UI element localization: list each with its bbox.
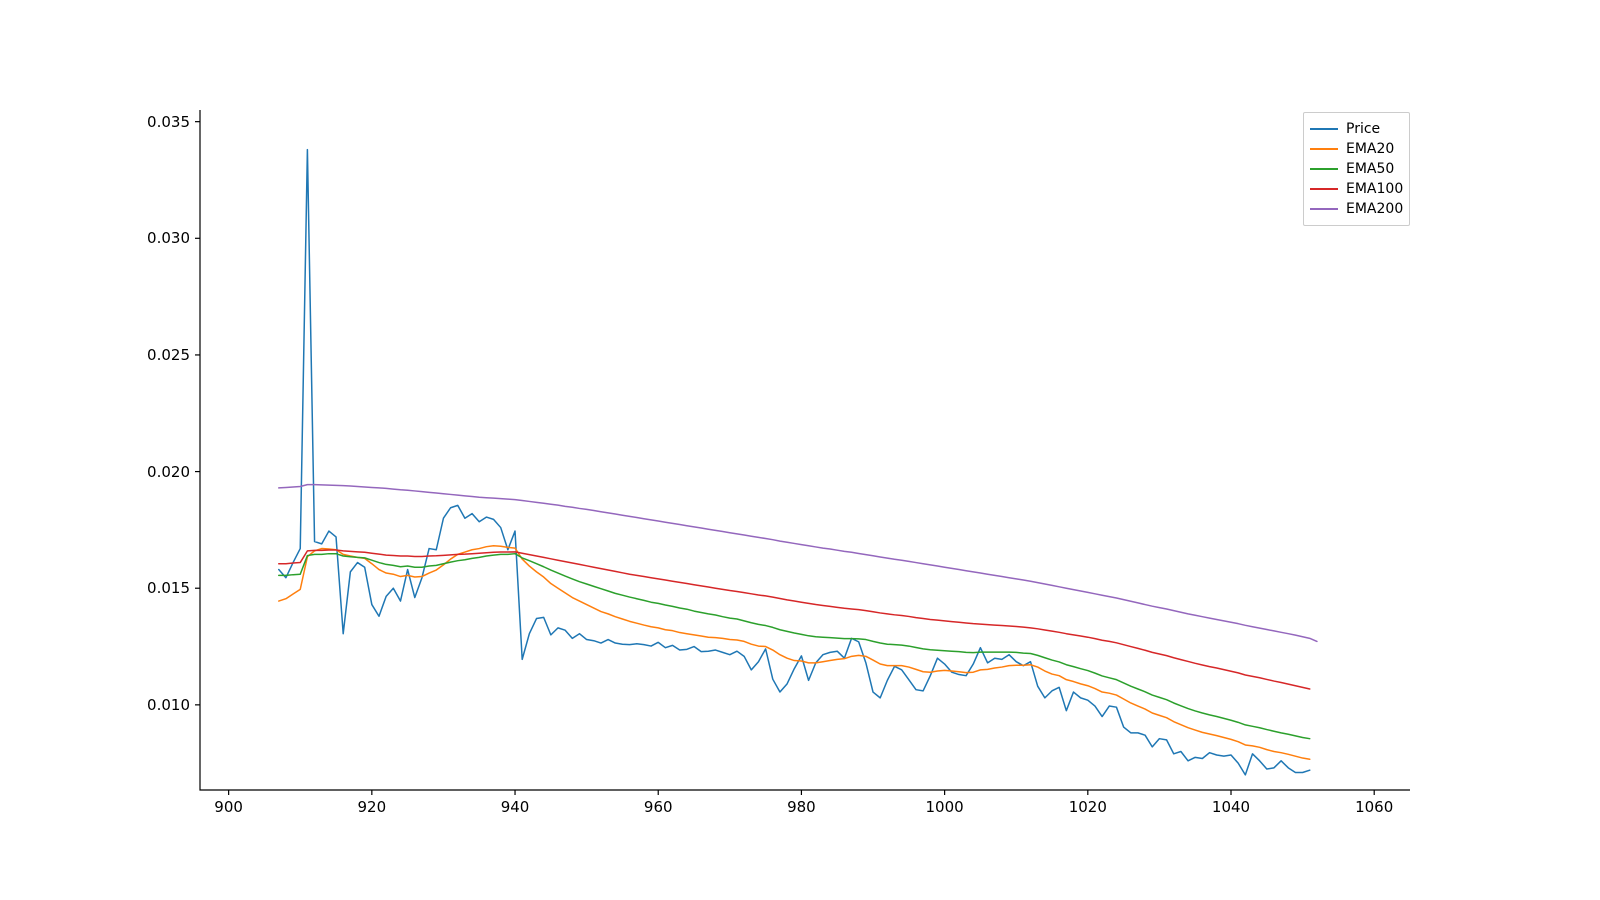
legend-item-ema50[interactable]: EMA50 xyxy=(1310,159,1401,179)
y-tick-label: 0.010 xyxy=(147,695,190,714)
y-axis-tick-labels: 0.010 0.015 0.020 0.025 0.030 0.035 xyxy=(110,110,190,790)
legend-item-ema20[interactable]: EMA20 xyxy=(1310,139,1401,159)
legend-label: Price xyxy=(1346,121,1381,137)
y-tick-label: 0.020 xyxy=(147,462,190,481)
x-tick-label: 1040 xyxy=(1211,798,1251,816)
x-tick-label: 980 xyxy=(787,798,816,816)
series-line-ema200 xyxy=(279,485,1317,642)
x-tick-label: 900 xyxy=(214,798,243,816)
legend-color-swatch xyxy=(1310,168,1338,170)
series-line-ema50 xyxy=(279,554,1310,739)
series-line-ema20 xyxy=(279,546,1310,759)
chart-legend: Price EMA20 EMA50 EMA100 EMA200 xyxy=(1303,112,1410,226)
x-tick-label: 1000 xyxy=(925,798,964,816)
legend-color-swatch xyxy=(1310,148,1338,150)
series-line-price xyxy=(279,150,1310,775)
plot-svg xyxy=(200,110,1410,790)
legend-color-swatch xyxy=(1310,188,1338,190)
y-tick-label: 0.030 xyxy=(147,229,190,248)
legend-label: EMA20 xyxy=(1346,141,1395,157)
x-tick-label: 1020 xyxy=(1068,798,1107,816)
legend-color-swatch xyxy=(1310,128,1338,130)
y-tick-label: 0.015 xyxy=(147,579,190,598)
legend-label: EMA100 xyxy=(1346,181,1404,197)
series-line-ema100 xyxy=(279,550,1310,689)
legend-color-swatch xyxy=(1310,208,1338,210)
x-tick-label: 1060 xyxy=(1355,798,1394,816)
x-tick-label: 940 xyxy=(500,798,530,816)
x-tick-label: 960 xyxy=(643,798,673,816)
y-tick-label: 0.025 xyxy=(147,345,190,364)
legend-label: EMA50 xyxy=(1346,161,1395,177)
y-tick-label: 0.035 xyxy=(147,112,190,131)
legend-label: EMA200 xyxy=(1346,201,1404,217)
plot-area xyxy=(200,110,1410,790)
legend-item-ema100[interactable]: EMA100 xyxy=(1310,179,1404,199)
legend-item-price[interactable]: Price xyxy=(1310,119,1401,139)
x-tick-label: 920 xyxy=(357,798,387,816)
axis-spines xyxy=(200,110,1410,790)
x-axis-tick-labels: 900 920 940 960 980 1000 1020 1040 1060 xyxy=(200,798,1410,828)
legend-item-ema200[interactable]: EMA200 xyxy=(1310,199,1404,219)
